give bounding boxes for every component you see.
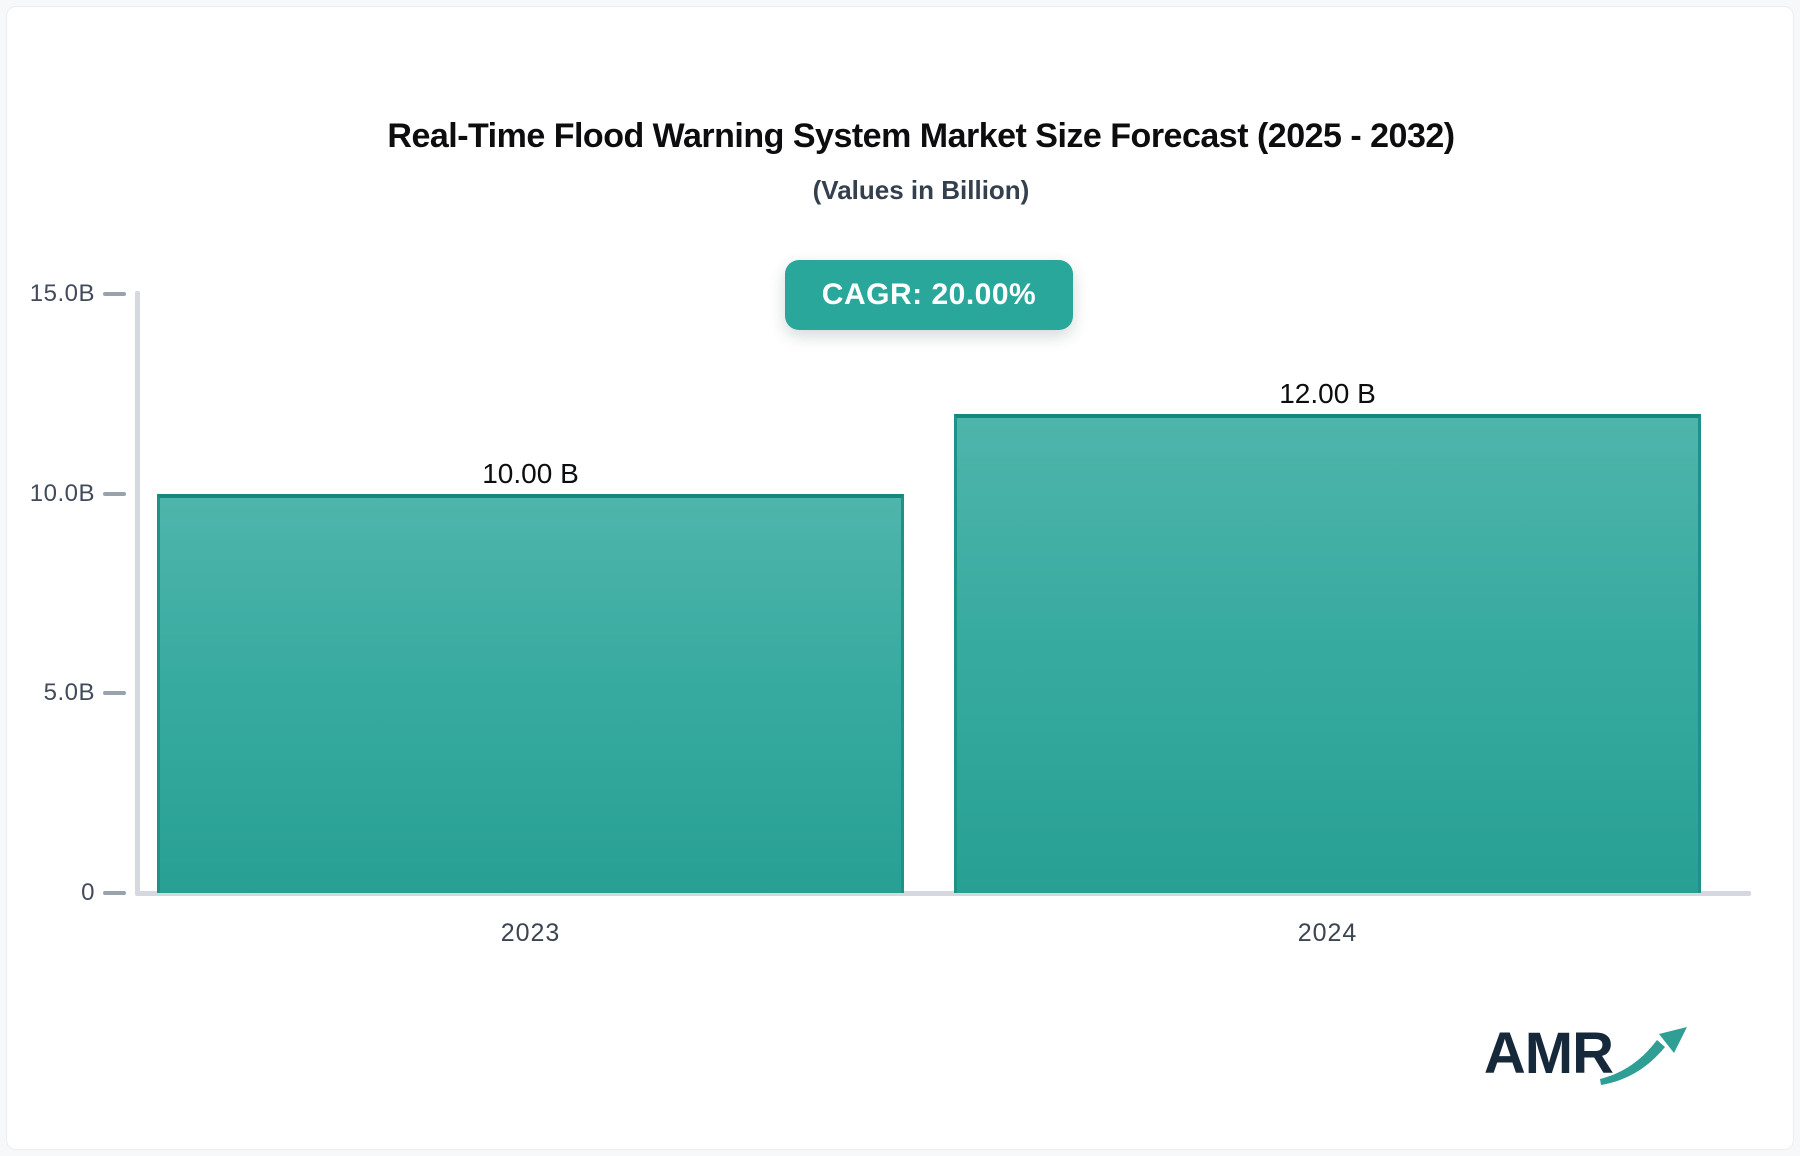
y-tick-mark [103,691,126,696]
y-tick-label: 5.0B [43,679,95,707]
y-tick-label: 0 [81,879,95,906]
x-tick-label: 2023 [500,919,561,947]
x-tick-label: 2024 [1297,919,1358,947]
cagr-badge: CAGR: 20.00% [785,260,1073,330]
x-axis-baseline [135,891,1751,896]
growth-arrow-icon [1600,1027,1687,1085]
y-tick-mark [103,292,126,296]
y-tick-mark [103,891,126,895]
y-tick-label: 10.0B [29,479,95,507]
bar-2023 [157,494,904,893]
bar-value-label: 12.00 B [1279,378,1376,409]
y-tick-label: 15.0B [29,280,95,307]
chart-card: Real-Time Flood Warning System Market Si… [6,6,1794,1150]
amr-logo: AMR [1484,1025,1695,1093]
amr-logo-text: AMR [1483,1021,1614,1086]
y-axis-line [135,291,140,895]
chart-subtitle: (Values in Billion) [812,175,1030,205]
bar-2024 [954,414,1701,893]
bar-value-label: 10.00 B [482,458,579,489]
y-tick-mark [103,491,126,496]
chart-title: Real-Time Flood Warning System Market Si… [387,117,1455,155]
